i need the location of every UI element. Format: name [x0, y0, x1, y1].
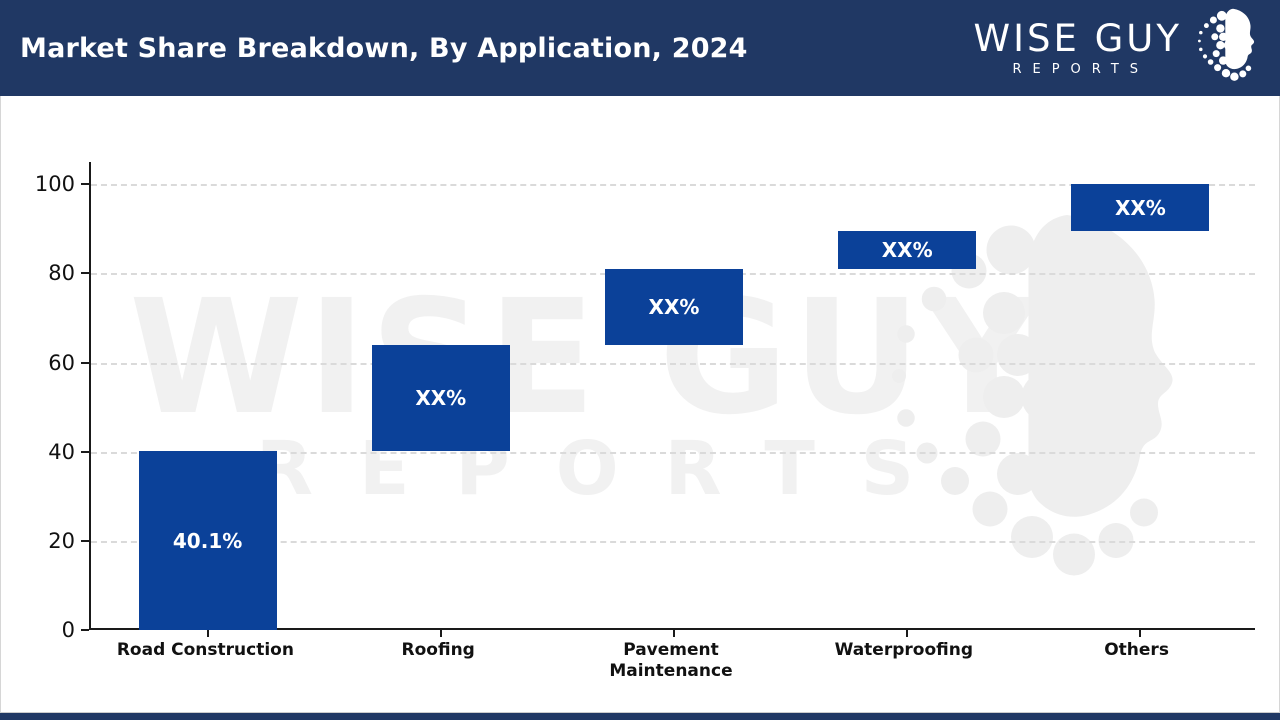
bar-segment: XX% [371, 344, 510, 452]
y-tick-label: 40 [48, 439, 75, 464]
gridline [91, 362, 1255, 365]
y-tick-label: 60 [48, 350, 75, 375]
y-tick-mark [81, 361, 89, 364]
x-category-label: Waterproofing [787, 640, 1020, 683]
y-tick-mark [81, 450, 89, 453]
x-category-text: Waterproofing [834, 640, 974, 660]
wise-guy-logo: WISE GUY REPORTS [974, 6, 1266, 90]
chart-canvas: WISE GUY REPORTS 0 20 40 60 80 100 40.1% XX% XX%… [0, 96, 1280, 713]
footer-bar [0, 713, 1280, 720]
gridline [91, 184, 1255, 187]
x-category-label: Others [1020, 640, 1253, 683]
x-category-label: Road Construction [89, 640, 322, 683]
bar-value-label: XX% [1114, 195, 1166, 220]
y-tick-mark [81, 629, 89, 631]
x-category-text: Pavement Maintenance [609, 640, 733, 682]
logo-wordmark: WISE GUY [973, 17, 1182, 60]
x-axis-labels: Road Construction Roofing Pavement Mainten… [89, 640, 1253, 683]
y-tick-mark [81, 539, 89, 542]
y-tick-label: 0 [61, 618, 75, 642]
page-title: Market Share Breakdown, By Application, … [20, 32, 748, 64]
bar-value-label: XX% [881, 238, 933, 263]
y-tick-label: 80 [48, 261, 75, 286]
bar-segment: XX% [838, 231, 977, 269]
y-tick-mark [81, 183, 89, 186]
x-category-text: Others [1104, 640, 1169, 660]
bar-value-label: XX% [415, 385, 467, 410]
logo-subtitle: REPORTS [1012, 62, 1150, 77]
x-tick-mark [906, 630, 909, 637]
bar-segment: 40.1% [138, 451, 277, 630]
plot-area: 0 20 40 60 80 100 40.1% XX% XX% XX% XX% [35, 162, 1255, 642]
logo-face-icon [1186, 6, 1266, 90]
x-category-label: Roofing [322, 640, 555, 683]
x-tick-mark [1139, 630, 1142, 637]
bar-segment: XX% [605, 268, 743, 345]
x-tick-mark [439, 630, 442, 637]
x-category-text: Road Construction [116, 640, 294, 660]
y-tick-mark [81, 272, 89, 275]
y-tick-label: 100 [34, 172, 75, 197]
y-tick-label: 20 [48, 528, 75, 553]
x-category-text: Roofing [401, 640, 475, 660]
gridline [91, 451, 1255, 454]
x-tick-mark [673, 630, 675, 637]
logo-text: WISE GUY REPORTS [974, 20, 1182, 76]
bar-value-label: 40.1% [172, 528, 243, 553]
x-tick-mark [206, 630, 209, 637]
bar-value-label: XX% [648, 294, 700, 319]
bar-segment: XX% [1071, 184, 1210, 232]
header-bar: Market Share Breakdown, By Application, … [0, 0, 1280, 96]
gridline [91, 540, 1255, 543]
x-category-label: Pavement Maintenance [555, 640, 788, 683]
